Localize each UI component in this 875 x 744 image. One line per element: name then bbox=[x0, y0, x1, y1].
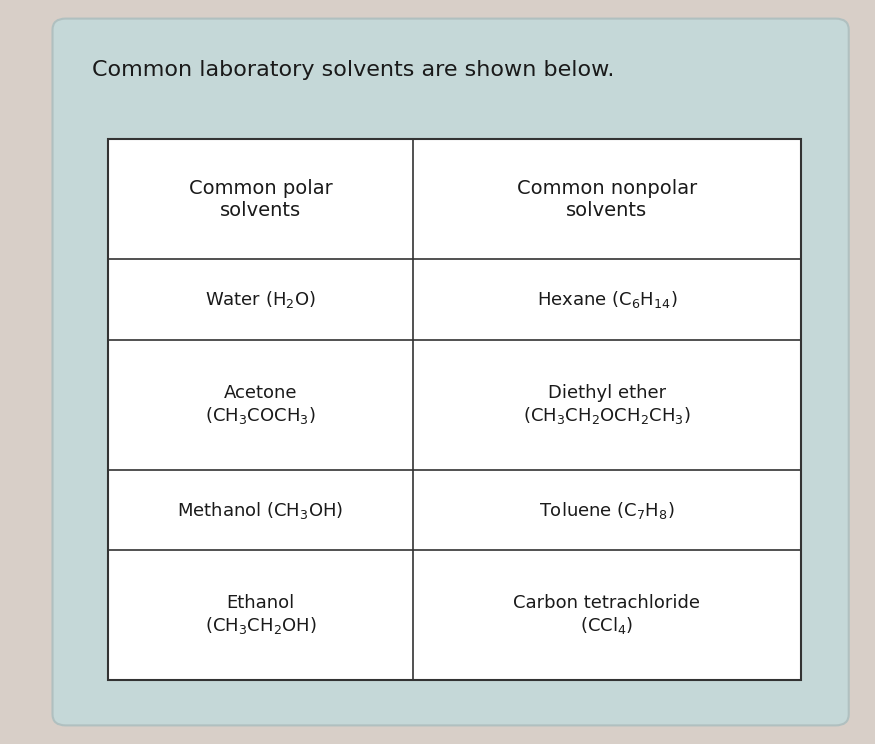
Bar bbox=[108, 139, 801, 680]
Text: Water ($\mathregular{H_2O}$): Water ($\mathregular{H_2O}$) bbox=[205, 289, 316, 310]
Text: Hexane ($\mathregular{C_6H_{14}}$): Hexane ($\mathregular{C_6H_{14}}$) bbox=[536, 289, 677, 310]
Text: Ethanol
($\mathregular{CH_3CH_2OH}$): Ethanol ($\mathregular{CH_3CH_2OH}$) bbox=[205, 594, 317, 636]
Text: Common polar
solvents: Common polar solvents bbox=[188, 179, 332, 219]
Text: Common nonpolar
solvents: Common nonpolar solvents bbox=[517, 179, 697, 219]
Text: Diethyl ether
($\mathregular{CH_3CH_2OCH_2CH_3}$): Diethyl ether ($\mathregular{CH_3CH_2OCH… bbox=[523, 384, 691, 426]
Text: Acetone
($\mathregular{CH_3COCH_3}$): Acetone ($\mathregular{CH_3COCH_3}$) bbox=[205, 384, 316, 426]
Text: Methanol ($\mathregular{CH_3OH}$): Methanol ($\mathregular{CH_3OH}$) bbox=[178, 499, 344, 521]
Text: Common laboratory solvents are shown below.: Common laboratory solvents are shown bel… bbox=[92, 60, 614, 80]
Text: Toluene ($\mathregular{C_7H_8}$): Toluene ($\mathregular{C_7H_8}$) bbox=[539, 499, 675, 521]
FancyBboxPatch shape bbox=[52, 19, 849, 725]
Text: Carbon tetrachloride
($\mathregular{CCl_4}$): Carbon tetrachloride ($\mathregular{CCl_… bbox=[514, 594, 700, 636]
